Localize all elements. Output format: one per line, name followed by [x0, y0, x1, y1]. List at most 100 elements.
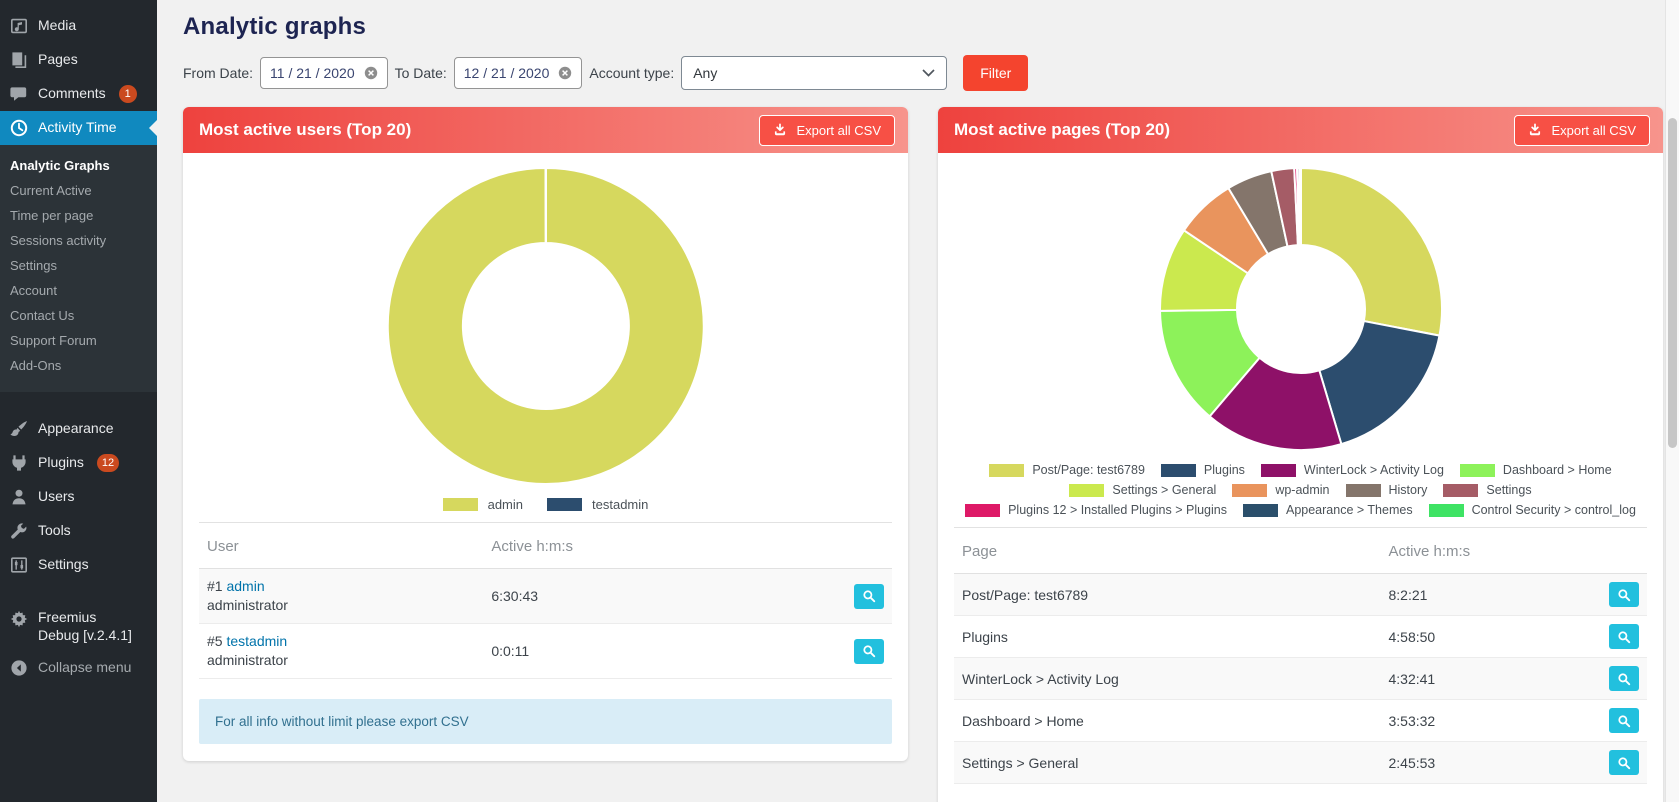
user-link[interactable]: admin [226, 578, 265, 594]
sidebar-item-label: Comments [38, 85, 106, 102]
sidebar-item-label: Plugins [38, 454, 84, 471]
legend-item-plugins-12-installed-plugins-plugins[interactable]: Plugins 12 > Installed Plugins > Plugins [965, 503, 1227, 517]
submenu-item-contact-us[interactable]: Contact Us [10, 308, 75, 323]
submenu-item-support-forum[interactable]: Support Forum [10, 333, 97, 348]
sidebar-item-settings[interactable]: Settings [0, 548, 157, 582]
admin-sidebar: Media Pages Comments 1 Activity Time Analytic… [0, 0, 157, 802]
sidebar-item-collapse[interactable]: Collapse menu [0, 651, 157, 685]
sidebar-item-label: Users [38, 488, 75, 505]
main-content: Analytic graphs From Date: 11 / 21 / 202… [157, 0, 1679, 802]
row-search-button[interactable] [1609, 750, 1639, 775]
donut-slice-post-page-test6789[interactable] [1299, 166, 1443, 337]
from-date-clear-icon[interactable] [364, 66, 378, 80]
submenu-item-analytic-graphs[interactable]: Analytic Graphs [10, 158, 110, 173]
legend-label: Dashboard > Home [1502, 463, 1612, 477]
users-icon [9, 487, 29, 507]
sidebar-item-freemius[interactable]: Freemius Debug [v.2.4.1] [0, 602, 157, 651]
row-search-button[interactable] [854, 638, 884, 664]
filter-button[interactable]: Filter [963, 55, 1029, 91]
to-date-input[interactable]: 12 / 21 / 2020 [453, 57, 583, 89]
sidebar-item-activity-time[interactable]: Activity Time [0, 111, 157, 145]
legend-label: Post/Page: test6789 [1032, 463, 1145, 477]
row-search-button[interactable] [1609, 624, 1639, 649]
donut-slice-control-security-control-log[interactable] [1297, 166, 1302, 247]
sidebar-item-label: Pages [38, 51, 78, 68]
active-time-cell: 0:0:11 [491, 643, 530, 659]
row-actions [1599, 624, 1639, 649]
legend-item-settings[interactable]: Settings [1443, 483, 1532, 497]
row-search-button[interactable] [1609, 708, 1639, 733]
sidebar-item-pages[interactable]: Pages [0, 43, 157, 77]
users-donut-chart[interactable] [385, 165, 707, 487]
row-search-button[interactable] [854, 583, 884, 609]
user-cell: #1 admin administrator [207, 577, 491, 615]
submenu-item-current-active[interactable]: Current Active [10, 183, 92, 198]
plugins-icon [9, 453, 29, 473]
legend-swatch [1260, 463, 1296, 477]
legend-row: admin testadmin [183, 497, 908, 512]
legend-item-dashboard-home[interactable]: Dashboard > Home [1459, 463, 1612, 477]
donut-slice-winterlock-activity-log[interactable] [1207, 356, 1343, 451]
row-actions [1599, 582, 1639, 607]
column-header: Active h:m:s [491, 538, 574, 555]
donut-slice-admin[interactable] [386, 166, 705, 485]
table-row: #5 testadmin administrator 0:0:11 [199, 624, 892, 679]
page-cell: WinterLock > Activity Log [962, 670, 1119, 687]
sidebar-item-plugins[interactable]: Plugins 12 [0, 446, 157, 480]
submenu-item-settings[interactable]: Settings [10, 258, 57, 273]
table-header-row: Page Active h:m:s [954, 528, 1647, 574]
export-all-csv-button[interactable]: Export all CSV [1514, 114, 1650, 146]
sidebar-item-appearance[interactable]: Appearance [0, 412, 157, 446]
sidebar-item-media[interactable]: Media [0, 9, 157, 43]
to-date-clear-icon[interactable] [558, 66, 572, 80]
legend-item-post-page-test6789[interactable]: Post/Page: test6789 [989, 463, 1145, 477]
row-actions [1599, 750, 1639, 775]
legend-item-plugins[interactable]: Plugins [1160, 463, 1245, 477]
user-link[interactable]: testadmin [226, 633, 288, 649]
row-search-button[interactable] [1609, 582, 1639, 607]
scrollbar-thumb[interactable] [1668, 118, 1677, 448]
sidebar-item-tools[interactable]: Tools [0, 514, 157, 548]
sidebar-item-label: Appearance [38, 420, 114, 437]
sidebar-item-users[interactable]: Users [0, 480, 157, 514]
sidebar-item-comments[interactable]: Comments 1 [0, 77, 157, 111]
legend-item-appearance-themes[interactable]: Appearance > Themes [1242, 503, 1413, 517]
submenu-item-account[interactable]: Account [10, 283, 57, 298]
legend-swatch [442, 498, 478, 511]
sidebar-item-label: Settings [38, 556, 89, 573]
legend-swatch [1459, 463, 1495, 477]
row-search-button[interactable] [1609, 666, 1639, 691]
from-date-input[interactable]: 11 / 21 / 2020 [260, 57, 388, 89]
most-active-users-card: Most active users (Top 20) Export all CSV… [183, 107, 908, 761]
legend-item-control-security-control-log[interactable]: Control Security > control_log [1428, 503, 1636, 517]
vertical-scrollbar[interactable] [1665, 0, 1679, 802]
legend-item-testadmin[interactable]: testadmin [547, 497, 648, 512]
legend-item-admin[interactable]: admin [442, 497, 523, 512]
account-type-select[interactable]: Any [681, 56, 948, 90]
freemius-icon [9, 609, 29, 629]
export-all-csv-button[interactable]: Export all CSV [759, 114, 895, 146]
legend-item-wp-admin[interactable]: wp-admin [1232, 483, 1330, 497]
sidebar-separator [0, 582, 157, 602]
column-header: User [207, 538, 239, 555]
donut-wrap [183, 165, 908, 487]
legend-item-history[interactable]: History [1345, 483, 1427, 497]
legend-item-settings-general[interactable]: Settings > General [1069, 483, 1216, 497]
chart-block: admin testadmin [183, 153, 908, 522]
submenu-item-time-per-page[interactable]: Time per page [10, 208, 94, 223]
legend-item-winterlock-activity-log[interactable]: WinterLock > Activity Log [1260, 463, 1444, 477]
magnifier-icon [862, 589, 876, 603]
donut-slice-plugins[interactable] [1317, 319, 1441, 446]
submenu-item-add-ons[interactable]: Add-Ons [10, 358, 62, 373]
pages-donut-chart[interactable] [1157, 165, 1445, 453]
row-actions [1599, 708, 1639, 733]
page-cell: Post/Page: test6789 [962, 586, 1089, 603]
magnifier-icon [1617, 588, 1631, 602]
sidebar-item-label: Activity Time [38, 119, 117, 136]
legend-swatch [1443, 483, 1479, 497]
table-row: #1 admin administrator 6:30:43 [199, 569, 892, 624]
download-icon [1528, 123, 1542, 137]
from-date-label: From Date: [183, 65, 254, 81]
export-button-label: Export all CSV [1551, 122, 1636, 138]
submenu-item-sessions-activity[interactable]: Sessions activity [10, 233, 107, 248]
